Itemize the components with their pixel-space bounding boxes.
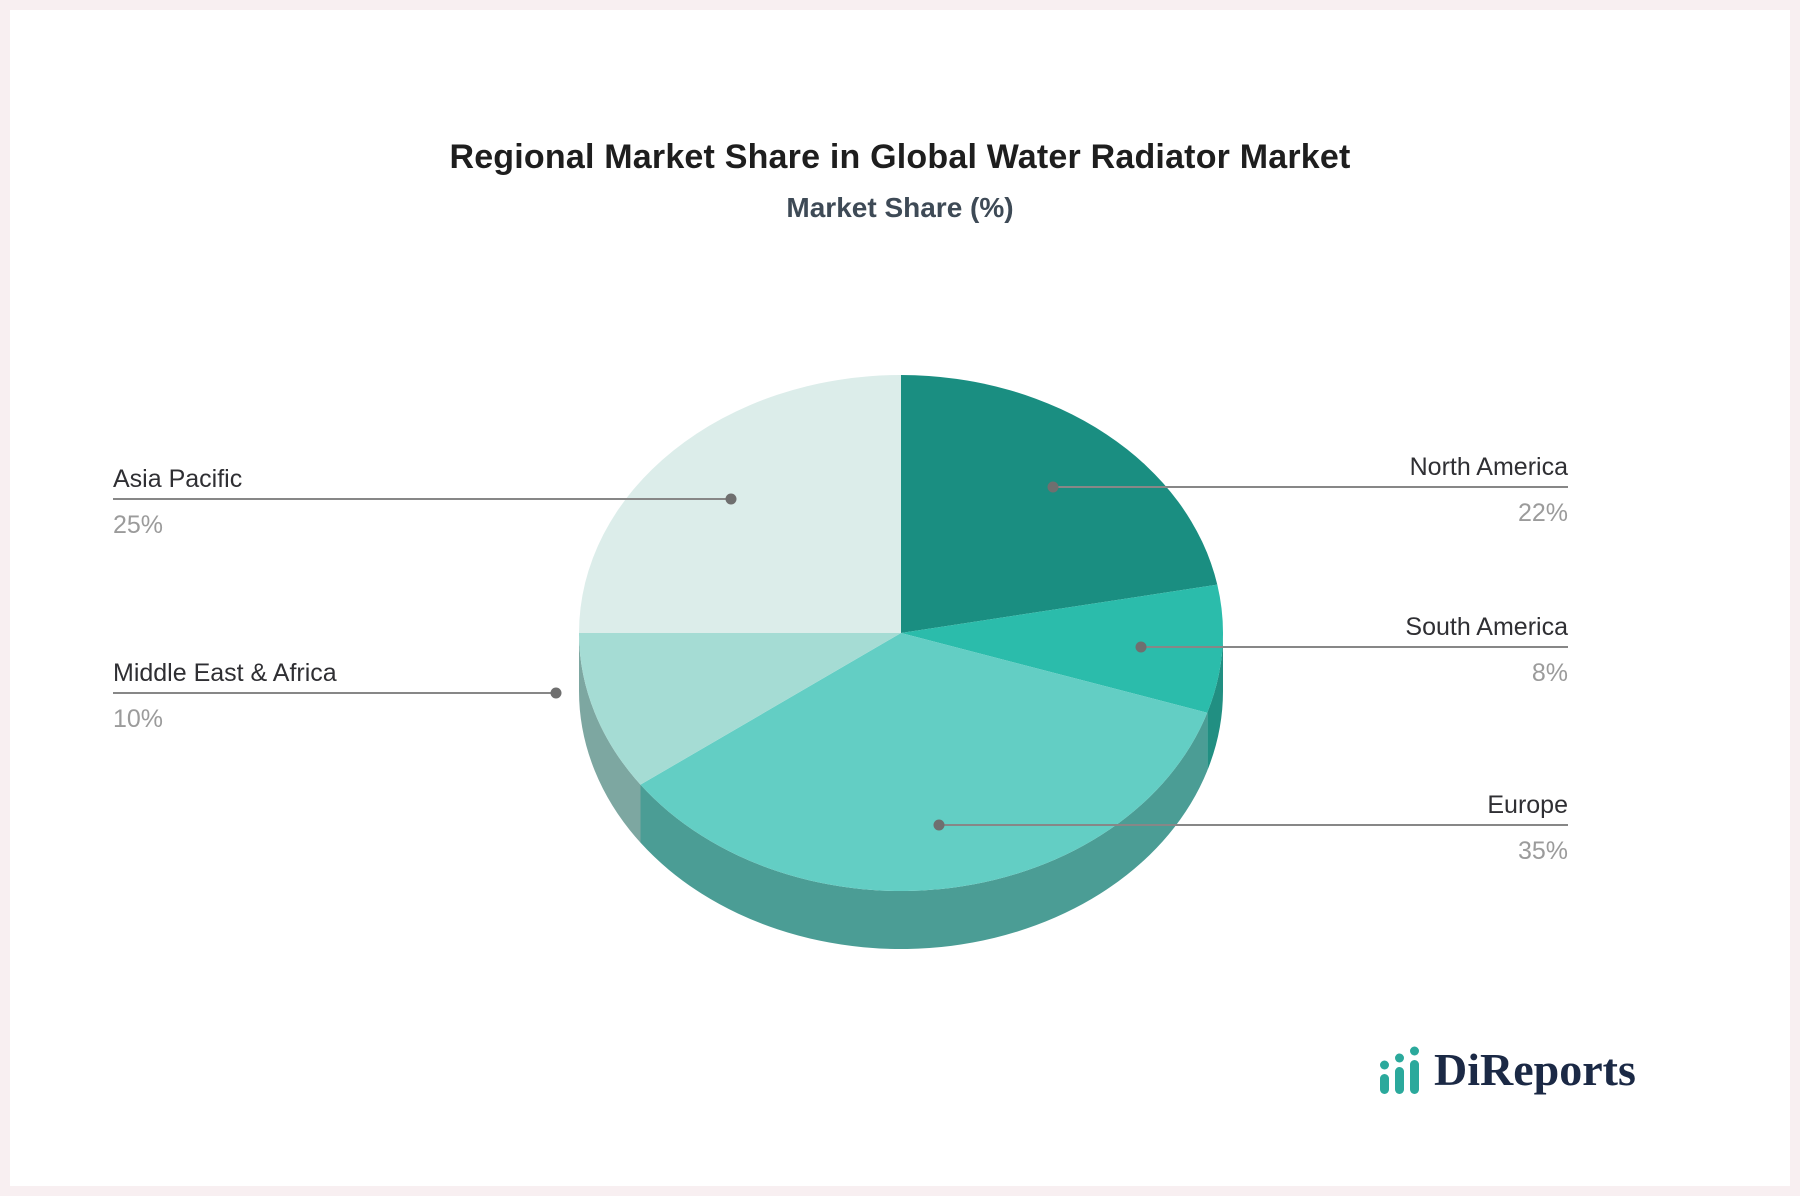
- slice-label-north-america: North America: [1410, 453, 1568, 481]
- slice-middle-east-africa[interactable]: [579, 633, 901, 785]
- leader-dot-north-america: [1047, 481, 1059, 493]
- slice-north-america[interactable]: [901, 375, 1218, 633]
- leader-dot-europe: [933, 819, 945, 831]
- logo-text: DiReports: [1434, 1044, 1636, 1095]
- slice-side-middle-east-africa: [579, 633, 641, 843]
- slice-value-europe: 35%: [1518, 837, 1568, 865]
- slice-value-south-america: 8%: [1532, 659, 1568, 687]
- logo-bar: [1410, 1060, 1419, 1094]
- logo-dot: [1410, 1046, 1419, 1056]
- leader-dot-south-america: [1135, 641, 1147, 653]
- slice-value-middle-east-africa: 10%: [113, 705, 163, 733]
- leader-dot-asia-pacific: [725, 493, 737, 505]
- slice-label-south-america: South America: [1405, 613, 1568, 641]
- slice-label-europe: Europe: [1487, 791, 1568, 819]
- slice-label-asia-pacific: Asia Pacific: [113, 465, 242, 493]
- slice-asia-pacific[interactable]: [579, 375, 901, 633]
- logo-dot: [1395, 1053, 1404, 1063]
- logo-bar: [1395, 1067, 1404, 1094]
- bar-chart-icon: [1380, 1046, 1419, 1094]
- logo-bar: [1380, 1074, 1389, 1094]
- slice-europe[interactable]: [640, 633, 1208, 891]
- chart-subtitle: Market Share (%): [786, 192, 1014, 223]
- leader-dot-middle-east-africa: [550, 687, 562, 699]
- slice-side-europe: [640, 712, 1208, 950]
- slice-value-asia-pacific: 25%: [113, 511, 163, 539]
- chart-title: Regional Market Share in Global Water Ra…: [449, 138, 1351, 176]
- slice-label-middle-east-africa: Middle East & Africa: [113, 659, 337, 687]
- slice-value-north-america: 22%: [1518, 499, 1568, 527]
- slice-south-america[interactable]: [901, 584, 1223, 713]
- direports-logo: DiReports: [1378, 1036, 1636, 1098]
- slice-side-south-america: [1207, 633, 1223, 771]
- logo-dot: [1380, 1060, 1389, 1070]
